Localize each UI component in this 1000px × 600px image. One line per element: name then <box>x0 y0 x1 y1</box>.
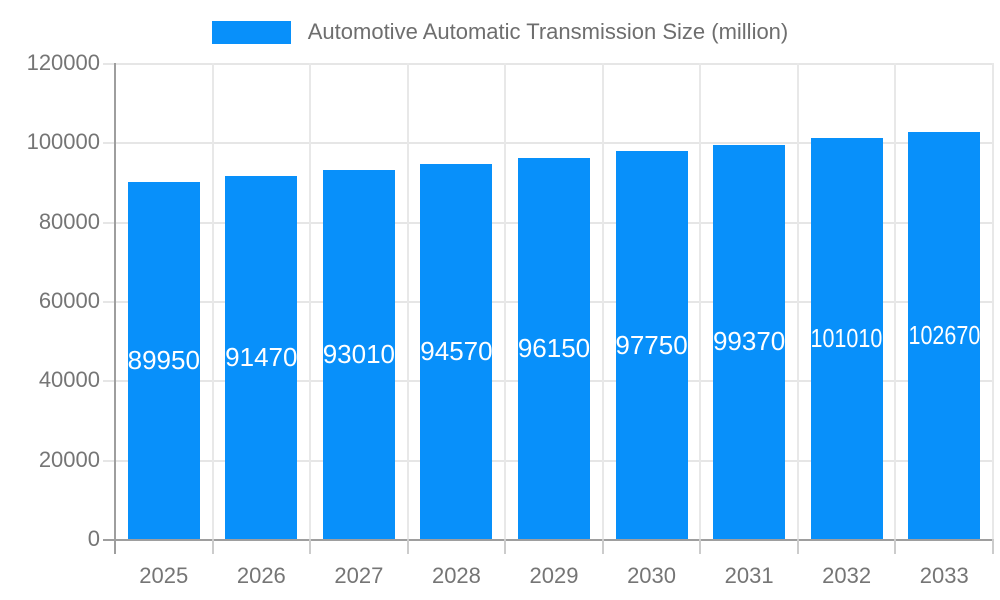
bar-value-label: 96150 <box>518 332 590 363</box>
bar: 102670 <box>908 131 981 539</box>
h-gridline <box>103 63 993 65</box>
y-tick-label: 40000 <box>38 367 100 393</box>
legend: Automotive Automatic Transmission Size (… <box>0 20 1000 44</box>
y-axis-line <box>114 63 116 554</box>
h-gridline <box>103 142 993 145</box>
y-tick-label: 20000 <box>38 446 100 472</box>
axis-tick <box>992 539 994 554</box>
axis-tick <box>796 539 799 554</box>
y-tick-label: 120000 <box>26 50 100 75</box>
bar-value-label: 94570 <box>420 335 493 366</box>
y-tick-label: 80000 <box>38 208 100 234</box>
bar: 91470 <box>225 176 298 539</box>
v-gridline <box>601 63 604 539</box>
y-tick-label: 100000 <box>26 129 100 155</box>
plot-area: 89950 91470 93010 94570 96150 97750 99370 10101… <box>103 63 994 554</box>
y-tick-label: 0 <box>87 526 100 551</box>
bar: 97750 <box>615 151 688 539</box>
x-tick-label: 2033 <box>919 563 969 588</box>
x-tick-label: 2030 <box>627 563 677 588</box>
y-tick-label: 60000 <box>38 288 100 313</box>
v-gridline <box>211 63 214 539</box>
bar: 93010 <box>322 170 395 539</box>
bar: 94570 <box>420 163 493 539</box>
axis-tick <box>406 539 409 554</box>
x-tick-label: 2026 <box>236 563 286 588</box>
x-tick-label: 2032 <box>822 563 872 588</box>
bar-value-label: 101010 <box>810 323 883 354</box>
bar: 101010 <box>810 138 883 539</box>
legend-label: Automotive Automatic Transmission Size (… <box>307 19 789 44</box>
bar-value-label: 93010 <box>322 339 395 370</box>
legend-swatch <box>211 20 291 44</box>
x-tick-label: 2027 <box>334 563 384 588</box>
axis-tick <box>211 539 214 554</box>
x-axis-line <box>103 539 993 541</box>
axis-tick <box>504 539 507 554</box>
x-tick-label: 2025 <box>139 563 189 588</box>
v-gridline <box>699 63 702 539</box>
bar-value-label: 97750 <box>615 329 688 360</box>
v-gridline <box>309 63 312 539</box>
x-tick-label: 2031 <box>724 563 774 588</box>
v-gridline <box>796 63 799 539</box>
bar-value-label: 99370 <box>713 326 786 357</box>
v-gridline <box>992 63 994 539</box>
axis-tick <box>309 539 312 554</box>
bar-value-label: 102670 <box>908 319 981 350</box>
v-gridline <box>406 63 409 539</box>
v-gridline <box>504 63 507 539</box>
axis-tick <box>601 539 604 554</box>
v-gridline <box>894 63 897 539</box>
x-tick-label: 2028 <box>431 563 481 588</box>
bar-value-label: 89950 <box>127 345 200 376</box>
axis-tick <box>699 539 702 554</box>
bar: 99370 <box>713 144 786 539</box>
axis-tick <box>894 539 897 554</box>
bar: 96150 <box>518 157 590 539</box>
x-tick-label: 2029 <box>529 563 579 588</box>
bar: 89950 <box>127 182 200 539</box>
bar-value-label: 91470 <box>225 342 298 373</box>
